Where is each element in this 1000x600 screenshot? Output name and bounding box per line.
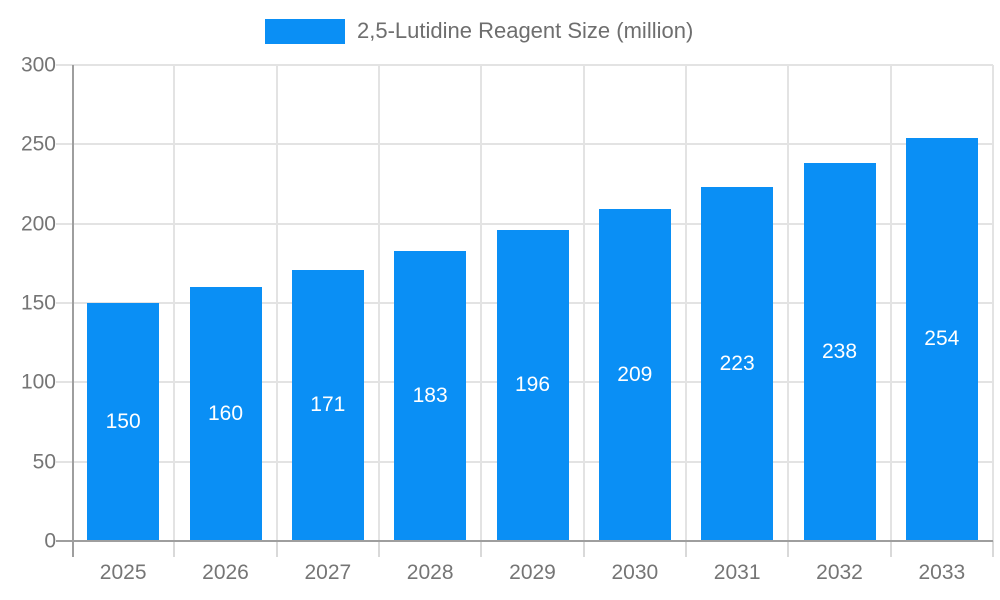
legend-label: 2,5-Lutidine Reagent Size (million) [357,18,694,43]
bar-value-label: 254 [924,327,960,351]
gridline-vertical [480,65,483,541]
y-axis-tick-label: 100 [20,370,56,394]
x-axis-tick [992,541,994,557]
y-axis-line [72,65,74,557]
x-axis-tick [275,541,278,557]
y-axis-tick-label: 0 [44,529,56,553]
gridline-vertical [992,65,994,541]
gridline-vertical [378,65,380,541]
gridline-horizontal [72,222,993,225]
x-axis-tick-label: 2031 [713,561,761,584]
y-axis-tick-label: 300 [20,53,56,77]
x-axis-tick [582,541,585,557]
bar-2028[interactable]: 183 [394,250,467,541]
x-axis-tick [480,541,483,557]
y-axis-tick-label: 150 [20,291,56,315]
bar-2033[interactable]: 254 [905,137,978,541]
gridline-vertical [173,65,176,541]
x-axis-line [56,540,993,542]
bar-value-label: 223 [719,352,755,376]
bar-2031[interactable]: 223 [701,187,774,541]
bar-2030[interactable]: 209 [598,209,671,541]
y-axis-tick-label: 200 [20,212,56,236]
y-axis-tick-label: 50 [32,450,56,474]
bar-value-label: 183 [412,383,448,407]
gridline-horizontal [72,64,993,66]
x-axis-tick-label: 2029 [509,561,556,584]
y-axis-tick-label: 250 [20,132,56,156]
x-axis-tick [889,541,892,557]
gridline-vertical [685,65,687,541]
x-axis-tick [787,541,790,557]
bar-2026[interactable]: 160 [189,287,262,541]
bar-2029[interactable]: 196 [496,230,569,541]
y-axis-tick [56,64,72,66]
legend-swatch [265,18,345,44]
x-axis-tick-label: 2033 [918,561,966,584]
y-axis-tick [56,460,72,463]
gridline-vertical [889,65,892,541]
x-axis-tick-label: 2025 [99,561,147,584]
bar-2025[interactable]: 150 [87,303,160,541]
y-axis-tick [56,222,72,225]
bar-value-label: 238 [821,340,858,364]
gridline-vertical [787,65,790,541]
bar-value-label: 160 [207,402,244,426]
gridline-horizontal [72,143,993,146]
bar-2032[interactable]: 238 [803,163,876,541]
y-axis-tick [56,381,72,384]
x-axis-tick [378,541,380,557]
legend[interactable]: 2,5-Lutidine Reagent Size (million) [265,18,693,44]
x-axis-tick [685,541,687,557]
x-axis-tick-label: 2030 [611,561,659,584]
x-axis-tick [173,541,176,557]
bar-value-label: 209 [617,363,653,387]
bar-value-label: 171 [310,393,346,417]
bar-value-label: 196 [514,373,551,397]
bar-2027[interactable]: 171 [291,269,364,541]
y-axis-tick [56,302,72,304]
x-axis-tick-label: 2026 [202,561,249,584]
x-axis-tick-label: 2028 [406,561,454,584]
bar-value-label: 150 [105,410,141,433]
gridline-vertical [275,65,278,541]
gridline-vertical [582,65,585,541]
x-axis-tick-label: 2032 [816,561,863,584]
y-axis-tick [56,143,72,146]
x-axis-tick-label: 2027 [304,561,352,584]
